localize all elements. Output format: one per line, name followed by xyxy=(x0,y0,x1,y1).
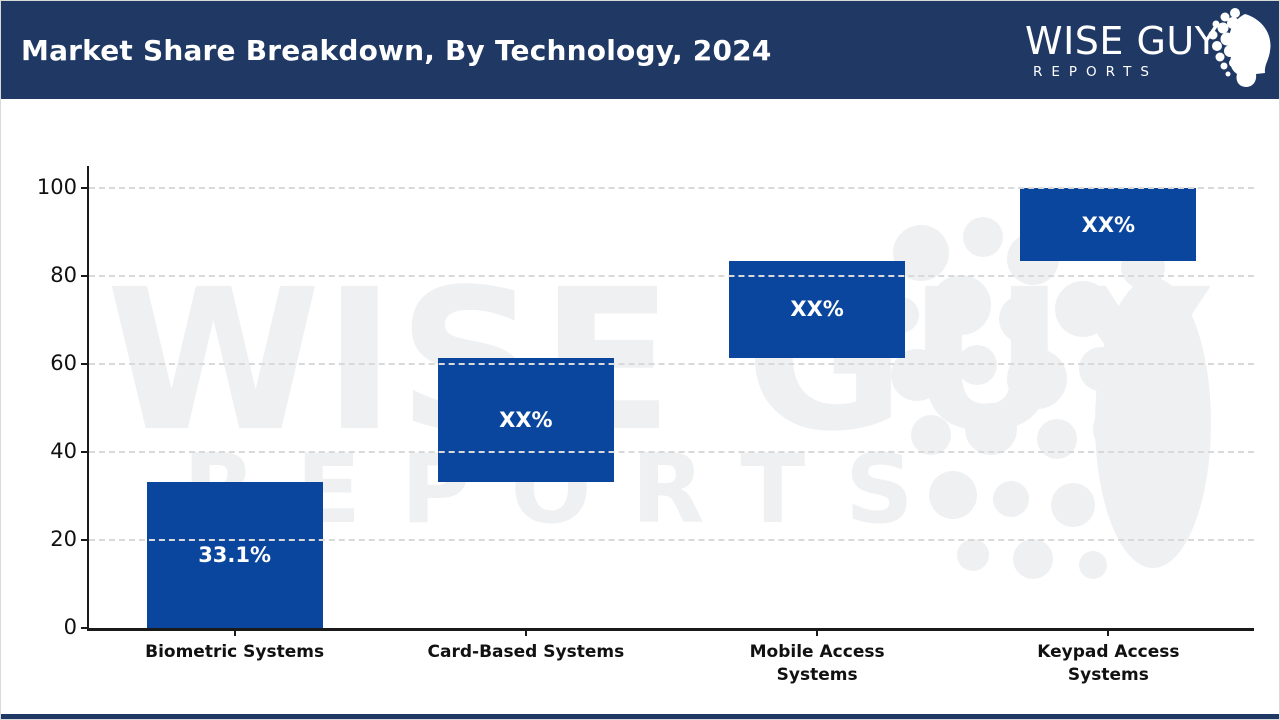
y-tick xyxy=(81,187,89,189)
logo-sub-text: REPORTS xyxy=(1033,64,1158,80)
y-tick-label: 60 xyxy=(50,351,77,375)
bar-segment xyxy=(729,261,906,358)
x-axis-line xyxy=(87,628,1254,631)
category-label: Mobile Access Systems xyxy=(749,642,885,685)
gridline xyxy=(89,363,1254,365)
logo-name-text: WISE GUY xyxy=(1025,19,1219,63)
y-tick xyxy=(81,363,89,365)
bar-value-label: XX% xyxy=(499,408,553,433)
header-band: Market Share Breakdown, By Technology, 2… xyxy=(1,1,1279,99)
category-label: Keypad Access Systems xyxy=(1037,642,1180,685)
bar-value-label: 33.1% xyxy=(198,543,272,568)
bar-value-label: XX% xyxy=(790,297,844,322)
y-tick-label: 0 xyxy=(63,615,77,639)
wise-guy-reports-logo: WISE GUY REPORTS xyxy=(1025,8,1271,87)
gridline xyxy=(89,451,1254,453)
y-tick xyxy=(81,451,89,453)
bar-segment xyxy=(437,357,614,483)
y-axis-line xyxy=(87,166,89,631)
x-tick xyxy=(233,628,236,636)
x-tick xyxy=(816,628,819,636)
category-label: Card-Based Systems xyxy=(427,642,625,662)
x-tick xyxy=(1107,628,1110,636)
y-tick-label: 40 xyxy=(50,439,77,463)
x-tick xyxy=(524,628,527,636)
gridline xyxy=(89,187,1254,189)
bar-segment xyxy=(146,482,323,628)
y-tick xyxy=(81,275,89,277)
bar-value-label: XX% xyxy=(1081,212,1136,237)
category-label: Biometric Systems xyxy=(145,642,325,662)
gridline xyxy=(89,275,1254,277)
watermark-head-dots xyxy=(883,217,1211,579)
y-tick xyxy=(81,627,89,629)
y-tick-label: 20 xyxy=(50,527,77,551)
logo-head-icon xyxy=(1208,8,1271,87)
y-tick-label: 80 xyxy=(50,263,77,287)
bar-segment xyxy=(1020,188,1197,262)
footer-band xyxy=(1,714,1279,719)
y-tick xyxy=(81,539,89,541)
y-tick-label: 100 xyxy=(36,175,77,199)
page-title: Market Share Breakdown, By Technology, 2… xyxy=(21,33,772,67)
gridline xyxy=(89,539,1254,541)
